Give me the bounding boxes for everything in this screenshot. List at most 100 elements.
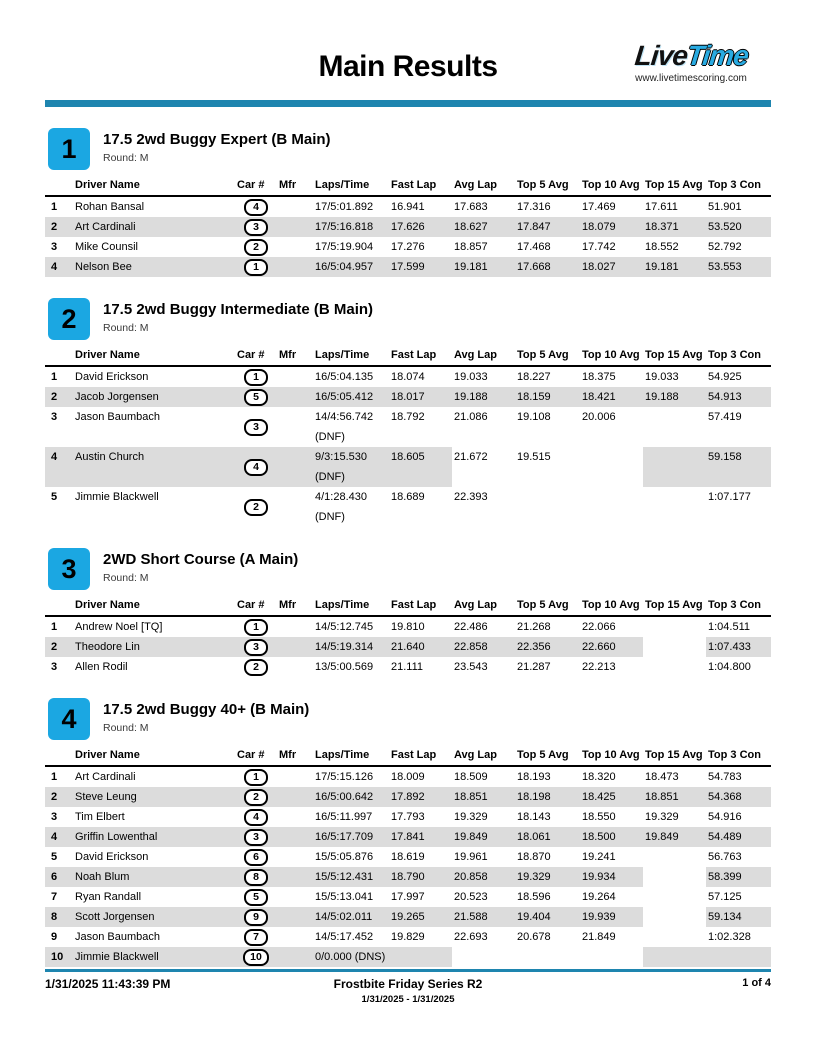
column-header: Driver Name bbox=[75, 599, 140, 611]
footer-event-block: Frostbite Friday Series R2 1/31/2025 - 1… bbox=[334, 977, 483, 1005]
cell-top10 bbox=[580, 947, 643, 967]
cell-top10: 18.027 bbox=[582, 261, 616, 273]
column-header: Top 3 Con bbox=[708, 179, 761, 191]
cell-mfr bbox=[277, 867, 313, 887]
cell-fast: 21.640 bbox=[391, 641, 425, 653]
cell-top15 bbox=[643, 447, 706, 487]
cell-top10: 21.849 bbox=[582, 931, 616, 943]
cell-avg: 21.086 bbox=[454, 411, 488, 423]
cell-mfr bbox=[277, 767, 313, 787]
cell-avg: 17.683 bbox=[454, 201, 488, 213]
table-row: 1 Rohan Bansal 4 17/5:01.892 16.941 17.683 17.… bbox=[45, 197, 771, 217]
cell-top3: 1:07.433 bbox=[708, 641, 751, 653]
cell-fast: 19.810 bbox=[391, 621, 425, 633]
cell-mfr bbox=[277, 617, 313, 637]
cell-top5: 19.329 bbox=[517, 871, 551, 883]
section-round: Round: M bbox=[103, 152, 149, 164]
cell-driver: Jason Baumbach bbox=[75, 931, 160, 943]
cell-top3: 1:07.177 bbox=[708, 491, 751, 503]
cell-mfr bbox=[277, 807, 313, 827]
cell-top3: 51.901 bbox=[708, 201, 742, 213]
column-header: Mfr bbox=[279, 349, 297, 361]
laps-time-value: 4/1:28.430 bbox=[315, 491, 367, 503]
cell-laps: 14/5:17.452 bbox=[313, 927, 389, 947]
table-row: 3 Allen Rodil 2 13/5:00.569 21.111 23.543 21.2… bbox=[45, 657, 771, 677]
table-row: 1 David Erickson 1 16/5:04.135 18.074 19.033 1… bbox=[45, 367, 771, 387]
cell-top5 bbox=[515, 487, 580, 527]
cell-top3: 1:04.800 bbox=[708, 661, 751, 673]
cell-top3: 57.419 bbox=[708, 411, 742, 423]
cell-avg: 19.961 bbox=[454, 851, 488, 863]
results-table: Driver Name Car # Mfr Laps/Time Fast Lap Avg … bbox=[45, 747, 771, 967]
column-header: Mfr bbox=[279, 179, 297, 191]
cell-top5: 18.870 bbox=[517, 851, 551, 863]
laps-time-note: (DNF) bbox=[315, 511, 345, 523]
cell-laps: 4/1:28.430 (DNF) bbox=[313, 487, 389, 527]
cell-mfr bbox=[277, 257, 313, 277]
section-title-block: 17.5 2wd Buggy 40+ (B Main) Round: M bbox=[103, 698, 309, 734]
table-row: 5 David Erickson 6 15/5:05.876 18.619 19.961 1… bbox=[45, 847, 771, 867]
column-header: Mfr bbox=[279, 599, 297, 611]
cell-top10: 18.375 bbox=[582, 371, 616, 383]
car-number-badge: 6 bbox=[244, 848, 268, 866]
cell-top10: 20.006 bbox=[582, 411, 616, 423]
cell-driver: Noah Blum bbox=[75, 871, 130, 883]
cell-car: 2 bbox=[235, 657, 277, 677]
table-row: 2 Theodore Lin 3 14/5:19.314 21.640 22.858 22.… bbox=[45, 637, 771, 657]
laps-time-value: 14/5:17.452 bbox=[315, 931, 374, 943]
column-header: Top 15 Avg bbox=[645, 599, 703, 611]
cell-mfr bbox=[277, 887, 313, 907]
cell-top5: 17.468 bbox=[517, 241, 551, 253]
cell-avg: 19.033 bbox=[454, 371, 488, 383]
cell-top15 bbox=[643, 907, 706, 927]
section-number-badge: 2 bbox=[48, 298, 90, 340]
cell-top3: 1:02.328 bbox=[708, 931, 751, 943]
cell-car: 4 bbox=[235, 447, 277, 487]
results-table: Driver Name Car # Mfr Laps/Time Fast Lap Avg … bbox=[45, 347, 771, 527]
car-number-badge: 4 bbox=[244, 198, 268, 216]
laps-time-value: 16/5:04.957 bbox=[315, 261, 374, 273]
cell-fast: 18.792 bbox=[391, 411, 425, 423]
laps-time-value: 13/5:00.569 bbox=[315, 661, 374, 673]
cell-avg: 22.858 bbox=[454, 641, 488, 653]
cell-position: 6 bbox=[51, 871, 58, 883]
cell-laps: 17/5:15.126 bbox=[313, 767, 389, 787]
section-round: Round: M bbox=[103, 572, 149, 584]
cell-mfr bbox=[277, 217, 313, 237]
table-row: 2 Jacob Jorgensen 5 16/5:05.412 18.017 19.188… bbox=[45, 387, 771, 407]
cell-position: 1 bbox=[51, 621, 58, 633]
cell-fast: 21.111 bbox=[391, 661, 424, 673]
cell-laps: 14/5:12.745 bbox=[313, 617, 389, 637]
column-header: Top 3 Con bbox=[708, 349, 761, 361]
cell-position: 1 bbox=[51, 201, 58, 213]
cell-avg: 18.851 bbox=[454, 791, 488, 803]
cell-top15: 18.473 bbox=[645, 771, 679, 783]
cell-position: 7 bbox=[51, 891, 58, 903]
cell-laps: 9/3:15.530 (DNF) bbox=[313, 447, 389, 487]
cell-fast: 17.276 bbox=[391, 241, 425, 253]
cell-avg: 22.393 bbox=[454, 491, 488, 503]
cell-laps: 16/5:17.709 bbox=[313, 827, 389, 847]
cell-car: 4 bbox=[235, 197, 277, 217]
cell-top3: 54.925 bbox=[708, 371, 742, 383]
cell-mfr bbox=[277, 927, 313, 947]
car-number-badge: 5 bbox=[244, 388, 268, 406]
cell-top15 bbox=[643, 947, 706, 967]
laps-time-value: 14/5:02.011 bbox=[315, 911, 373, 923]
table-row: 1 Art Cardinali 1 17/5:15.126 18.009 18.509 18… bbox=[45, 767, 771, 787]
cell-position: 8 bbox=[51, 911, 58, 923]
cell-top5: 19.404 bbox=[517, 911, 551, 923]
column-header: Driver Name bbox=[75, 349, 140, 361]
cell-avg: 22.486 bbox=[454, 621, 488, 633]
laps-time-value: 14/5:19.314 bbox=[315, 641, 374, 653]
section-header: 4 17.5 2wd Buggy 40+ (B Main) Round: M bbox=[45, 698, 771, 740]
column-header: Laps/Time bbox=[315, 349, 370, 361]
car-number-badge: 1 bbox=[244, 368, 268, 386]
car-number-badge: 8 bbox=[244, 868, 268, 886]
cell-car: 2 bbox=[235, 487, 277, 527]
cell-top15 bbox=[643, 927, 706, 947]
cell-fast: 18.689 bbox=[391, 491, 425, 503]
cell-top3: 54.489 bbox=[708, 831, 742, 843]
cell-fast bbox=[389, 947, 452, 967]
laps-time-value: 16/5:11.997 bbox=[315, 811, 373, 823]
